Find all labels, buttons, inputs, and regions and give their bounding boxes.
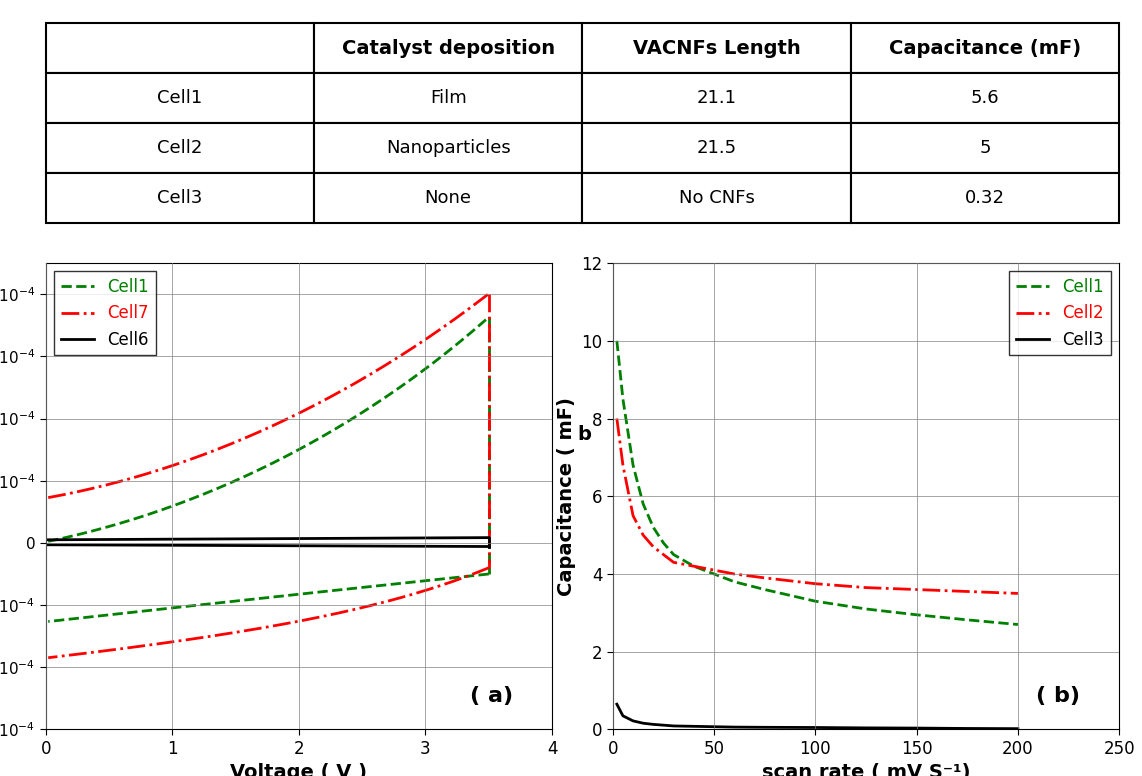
Y-axis label: Capacitance ( mF): Capacitance ( mF): [556, 397, 576, 596]
X-axis label: Voltage ( V ): Voltage ( V ): [231, 764, 368, 776]
Text: ( a): ( a): [469, 686, 513, 706]
Legend: Cell1, Cell2, Cell3: Cell1, Cell2, Cell3: [1010, 272, 1111, 355]
Legend: Cell1, Cell7, Cell6: Cell1, Cell7, Cell6: [54, 272, 155, 355]
X-axis label: scan rate ( mV S⁻¹): scan rate ( mV S⁻¹): [762, 764, 971, 776]
Text: ( b): ( b): [1037, 686, 1080, 706]
Text: b: b: [578, 425, 592, 445]
